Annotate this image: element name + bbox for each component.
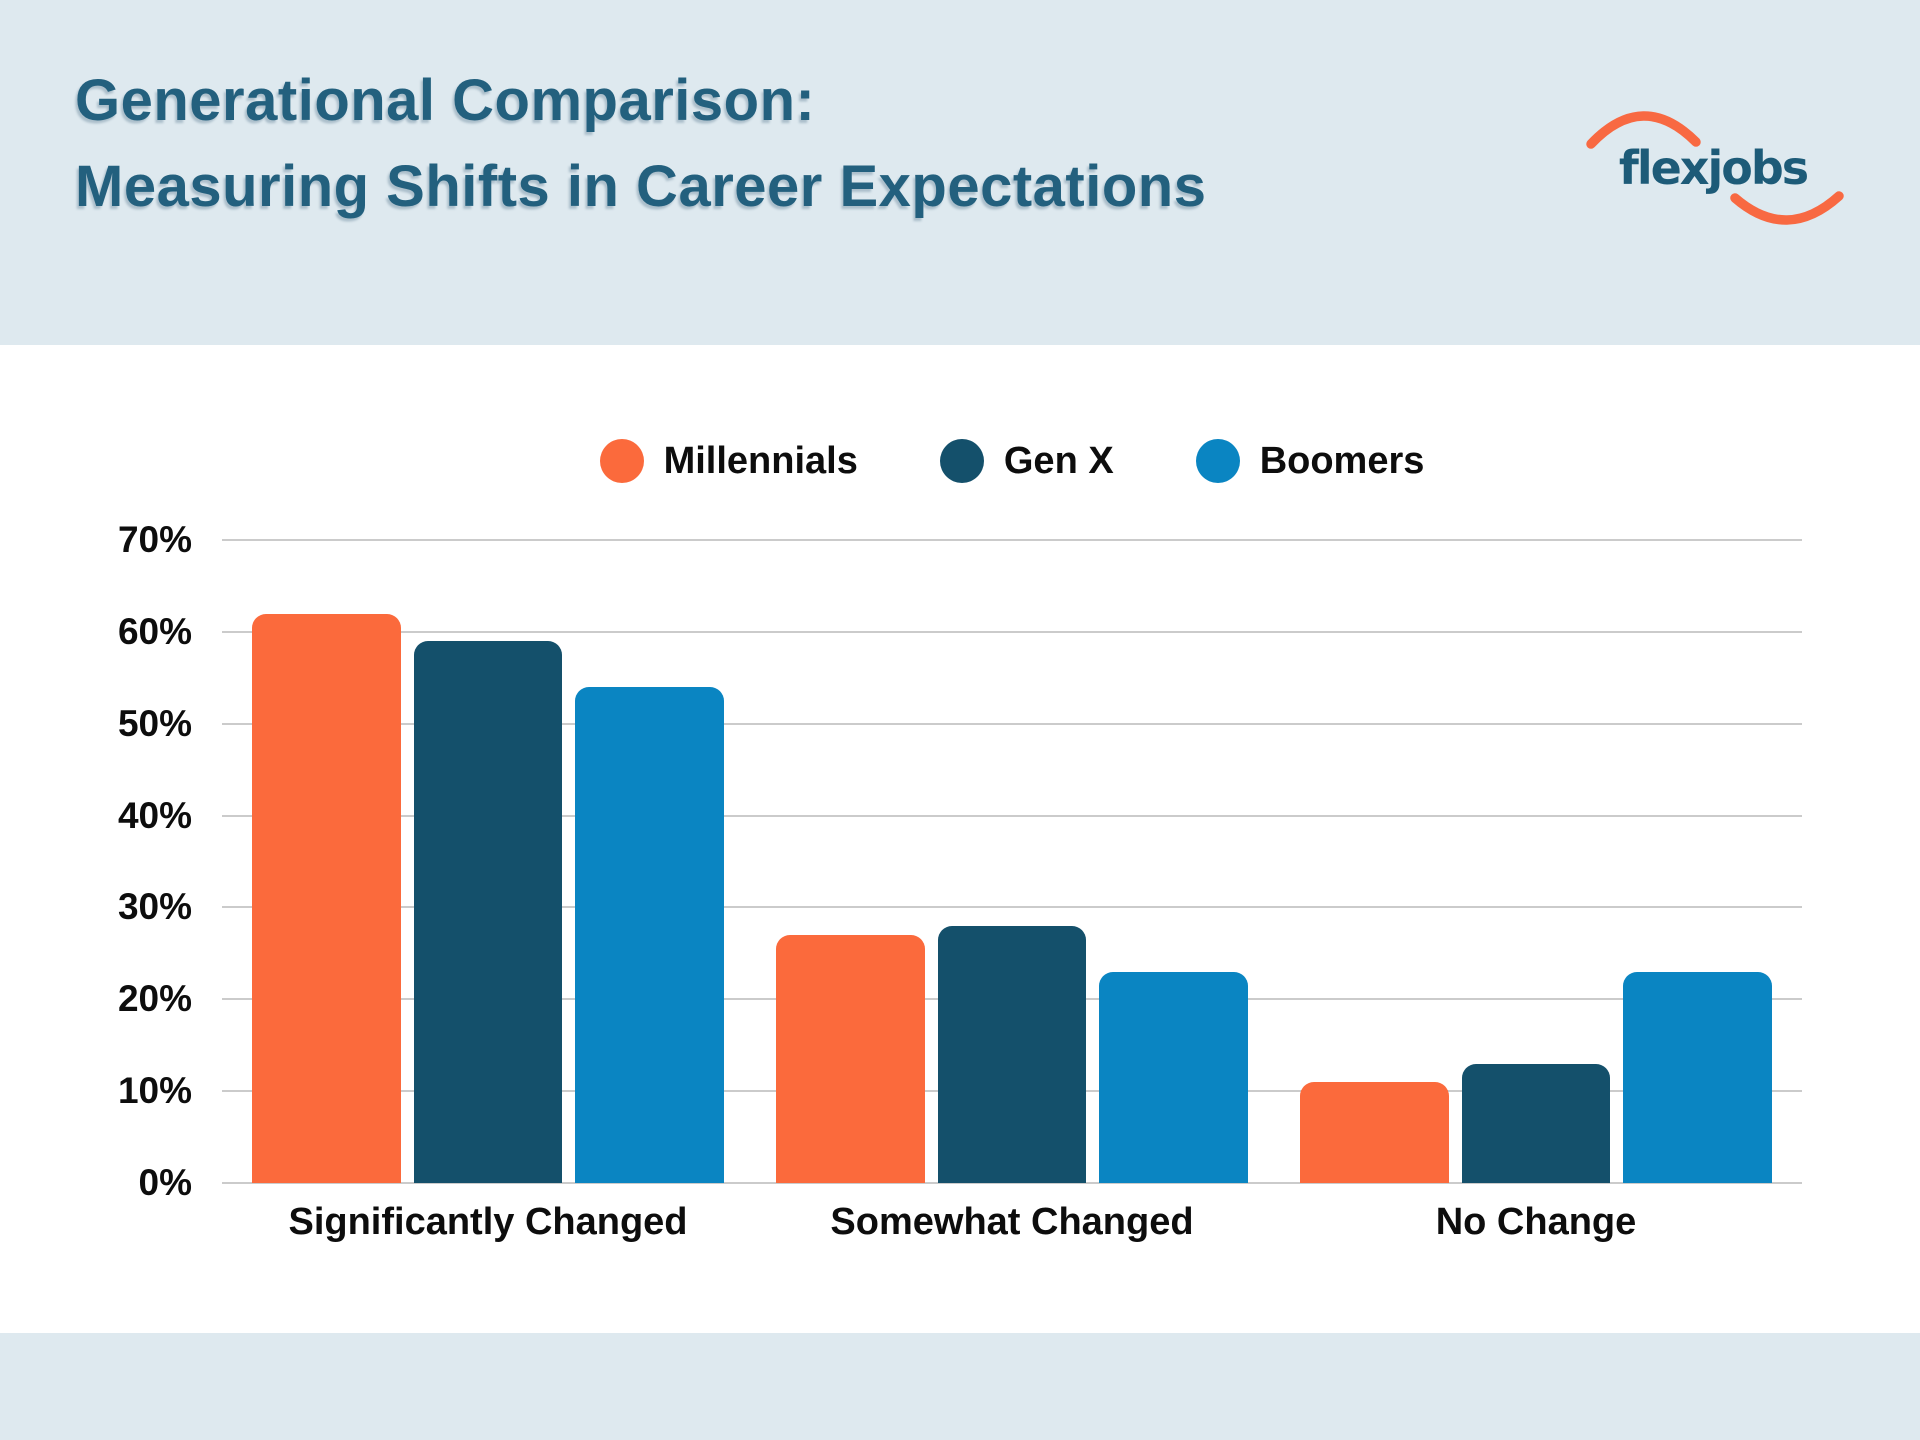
page-title: Generational Comparison: Measuring Shift… [75, 58, 1206, 230]
logo-bottom-arc-icon [1730, 191, 1844, 225]
bar-gen-x-no-change [1461, 1063, 1611, 1183]
logo-wordmark: flexjobs [1619, 141, 1808, 195]
legend-dot-millennials-icon [599, 439, 644, 483]
logo-top-arc-icon [1586, 111, 1701, 149]
title-line-2: Measuring Shifts in Career Expectations [75, 154, 1207, 219]
bar-group-no-change [1300, 540, 1773, 1183]
plot-area [222, 539, 1802, 1184]
y-tick-label-20: 20% [117, 978, 192, 1020]
flexjobs-logo-graphic: flexjobs [1586, 111, 1844, 225]
bar-boomers-somewhat-changed [1099, 971, 1249, 1183]
gridline-0 [222, 1182, 1802, 1184]
header-band: Generational Comparison: Measuring Shift… [0, 0, 1920, 345]
legend-label-gen-x: Gen X [1003, 439, 1114, 482]
bar-millennials-significantly-changed [252, 613, 401, 1183]
bar-gen-x-significantly-changed [413, 641, 563, 1183]
gridline-40 [222, 814, 1802, 817]
legend: Millennials Gen X Boomers [222, 439, 1802, 483]
gridline-50 [222, 722, 1802, 725]
legend-item-gen-x: Gen X [939, 439, 1114, 483]
y-axis-labels: 70% 60% 50% 40% 30% 20% 10% 0% [0, 519, 192, 1203]
footer-band [0, 1333, 1920, 1440]
chart-section: Millennials Gen X Boomers 70% 60% 50% 40% 30% 2… [0, 345, 1920, 1333]
y-tick-label-10: 10% [117, 1070, 192, 1112]
legend-item-millennials: Millennials [599, 439, 858, 483]
legend-item-boomers: Boomers [1195, 439, 1425, 483]
y-tick-label-30: 30% [117, 886, 192, 928]
legend-label-millennials: Millennials [663, 439, 858, 482]
flexjobs-logo: flexjobs [1585, 111, 1845, 252]
bar-gen-x-somewhat-changed [937, 925, 1087, 1183]
bar-boomers-significantly-changed [575, 686, 725, 1183]
y-tick-label-60: 60% [117, 610, 192, 652]
gridline-30 [222, 906, 1802, 909]
gridline-60 [222, 630, 1802, 633]
legend-dot-boomers-icon [1195, 439, 1240, 483]
legend-label-boomers: Boomers [1259, 439, 1425, 482]
bar-millennials-no-change [1300, 1081, 1449, 1183]
bar-groups [222, 540, 1802, 1183]
y-tick-label-0: 0% [138, 1162, 192, 1203]
title-line-1: Generational Comparison: [75, 68, 816, 133]
y-tick-label-40: 40% [117, 794, 192, 836]
category-label-significantly-changed: Significantly Changed [288, 1201, 688, 1243]
bar-chart: 70% 60% 50% 40% 30% 20% 10% 0% Significantly Ch… [0, 519, 1920, 1280]
category-label-no-change: No Change [1435, 1201, 1637, 1243]
category-labels: Significantly Changed Somewhat Changed No … [222, 1201, 1802, 1244]
bar-group-somewhat-changed [776, 540, 1249, 1183]
y-tick-label-50: 50% [117, 702, 192, 744]
category-label-somewhat-changed: Somewhat Changed [830, 1201, 1194, 1243]
bar-boomers-no-change [1623, 971, 1773, 1183]
y-tick-label-70: 70% [117, 519, 192, 560]
bar-group-significantly-changed [252, 540, 725, 1183]
bar-millennials-somewhat-changed [776, 935, 925, 1183]
legend-dot-gen-x-icon [939, 439, 984, 483]
gridline-70 [222, 539, 1802, 541]
